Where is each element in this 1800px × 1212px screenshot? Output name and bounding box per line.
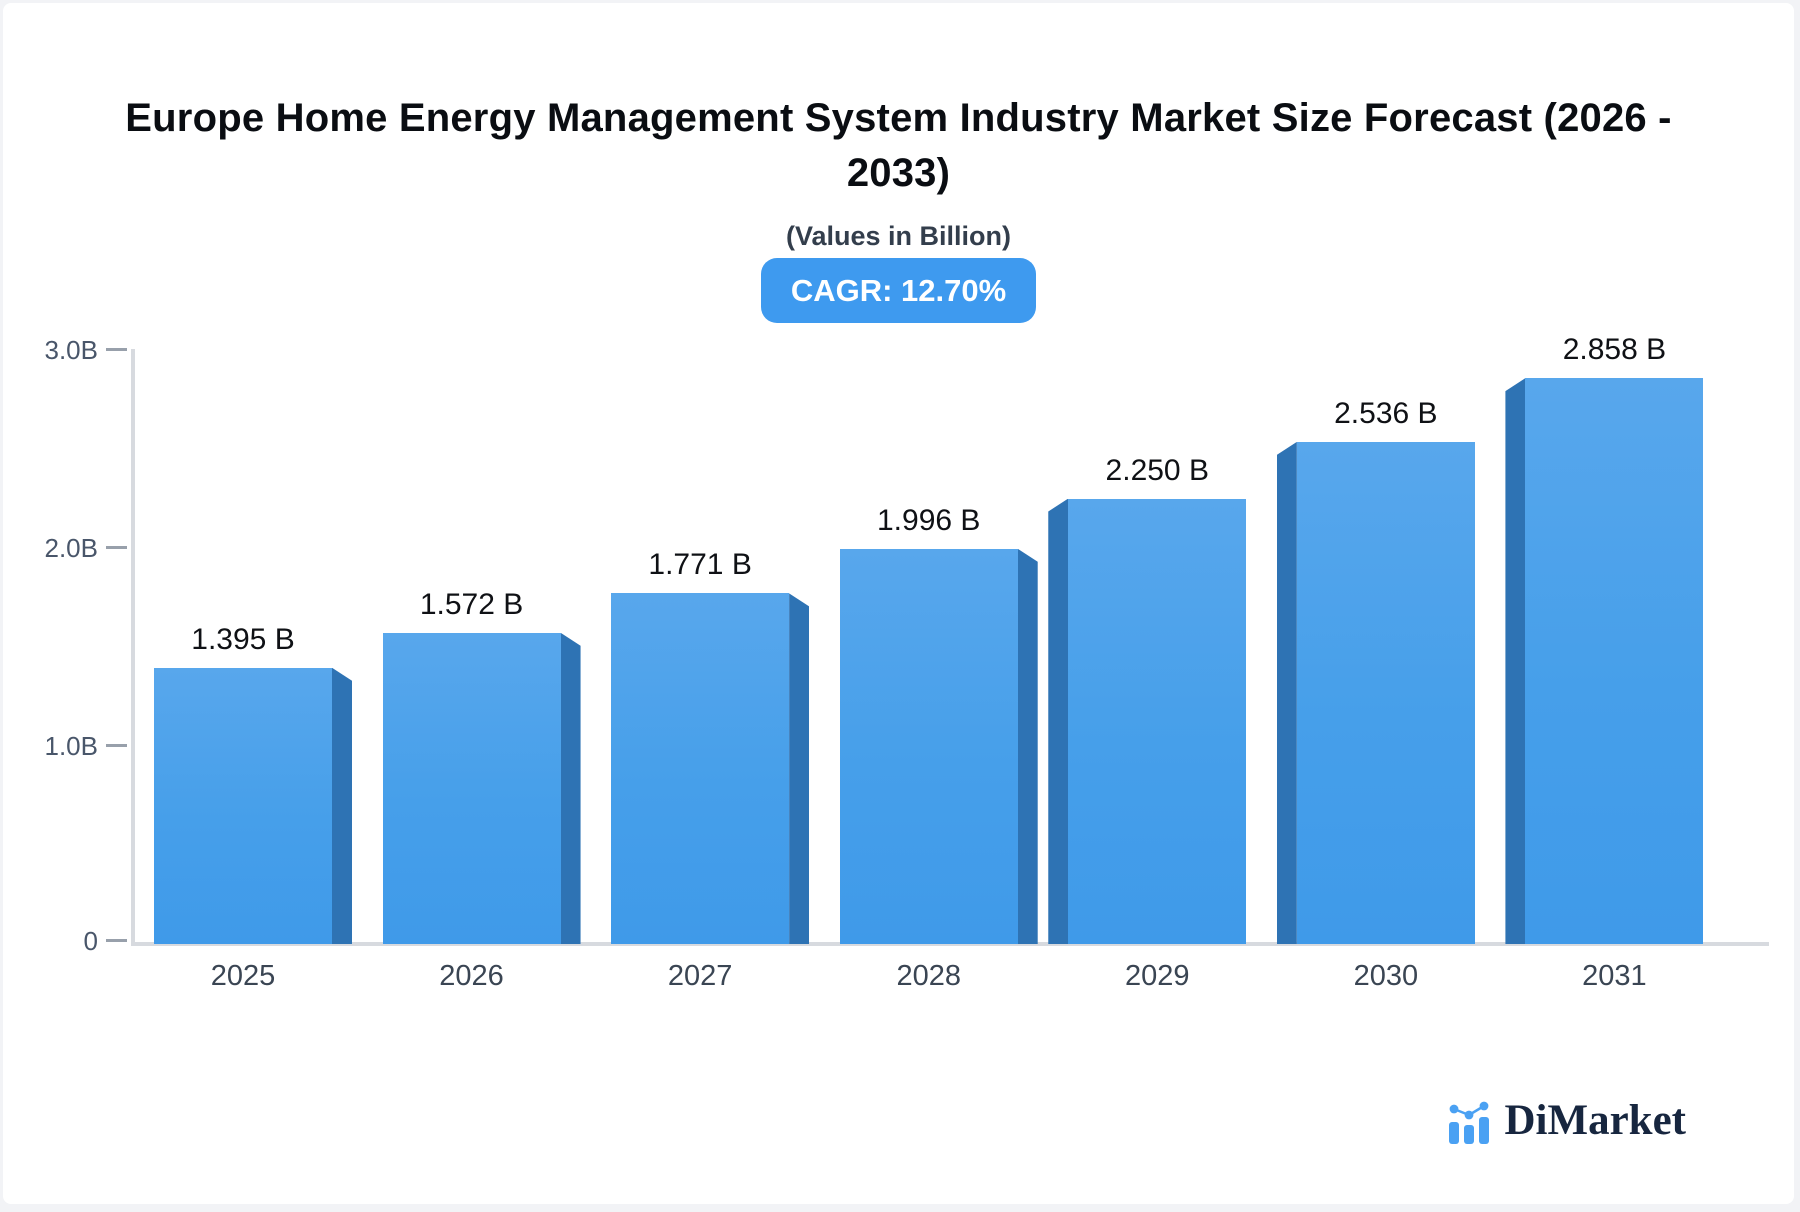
bar-value-label: 1.771 B xyxy=(648,548,752,582)
chart-title: Europe Home Energy Management System Ind… xyxy=(3,91,1794,201)
y-axis-tick-label: 0 xyxy=(83,926,98,956)
dimarket-logo: DiMarket xyxy=(1445,1097,1687,1144)
x-axis-label-2030: 2030 xyxy=(1353,960,1419,992)
x-axis-label-2029: 2029 xyxy=(1125,960,1190,992)
bar-3d-side xyxy=(1017,548,1038,944)
bar-3d-side xyxy=(332,667,352,944)
bar-2025 xyxy=(154,667,332,944)
y-axis-tick-label: 2.0B xyxy=(44,533,99,563)
bar-value-label: 1.572 B xyxy=(419,587,524,621)
bar-3d-side xyxy=(1048,498,1069,944)
bar-value-label: 2.536 B xyxy=(1334,396,1438,430)
x-axis-label-2031: 2031 xyxy=(1582,960,1647,992)
bar-2026 xyxy=(382,632,561,944)
bar-2030 xyxy=(1296,441,1475,944)
bar-2029 xyxy=(1068,498,1247,944)
cagr-badge: CAGR: 12.70% xyxy=(760,258,1037,323)
x-axis-label-2027: 2027 xyxy=(667,960,733,992)
x-axis-baseline xyxy=(131,942,1769,946)
bar-value-label: 2.250 B xyxy=(1105,453,1209,487)
chart-title-line1: Europe Home Energy Management System Ind… xyxy=(125,96,1672,140)
bar-3d-side xyxy=(560,632,581,944)
bar-value-label: 2.858 B xyxy=(1562,333,1667,367)
bar-2027 xyxy=(611,593,790,944)
y-axis-tick xyxy=(106,744,127,747)
x-axis-label-2028: 2028 xyxy=(896,960,961,992)
chart-title-line2: 2033) xyxy=(846,151,951,195)
x-axis-label-2026: 2026 xyxy=(439,960,504,992)
chart-subtitle: (Values in Billion) xyxy=(785,221,1012,251)
bar-value-label: 1.395 B xyxy=(191,622,295,656)
bar-3d-side xyxy=(789,593,810,944)
bar-chart-logo-icon xyxy=(1448,1101,1489,1144)
bar-3d-side xyxy=(1276,441,1297,944)
bar-value-label: 1.996 B xyxy=(876,503,981,537)
y-axis-line xyxy=(131,349,135,945)
x-axis-label-2025: 2025 xyxy=(210,960,276,992)
cagr-badge-row: CAGR: 12.70% xyxy=(3,258,1794,323)
bar-2031 xyxy=(1525,378,1704,944)
chart-card: Europe Home Energy Management System Ind… xyxy=(3,3,1794,1204)
y-axis-tick xyxy=(106,348,127,351)
bar-2028 xyxy=(839,548,1018,944)
y-axis-tick xyxy=(106,939,127,942)
y-axis-tick-label: 1.0B xyxy=(44,731,99,761)
bar-chart-plot-area: 3.0B 2.0B 1.0B 0 1.395 B 2025 1.572 B 2026 1.771… xyxy=(3,3,1794,1204)
y-axis-tick xyxy=(106,546,127,549)
y-axis-tick-label: 3.0B xyxy=(44,335,99,365)
bar-3d-side xyxy=(1505,378,1526,944)
dimarket-logo-text: DiMarket xyxy=(1504,1097,1687,1144)
